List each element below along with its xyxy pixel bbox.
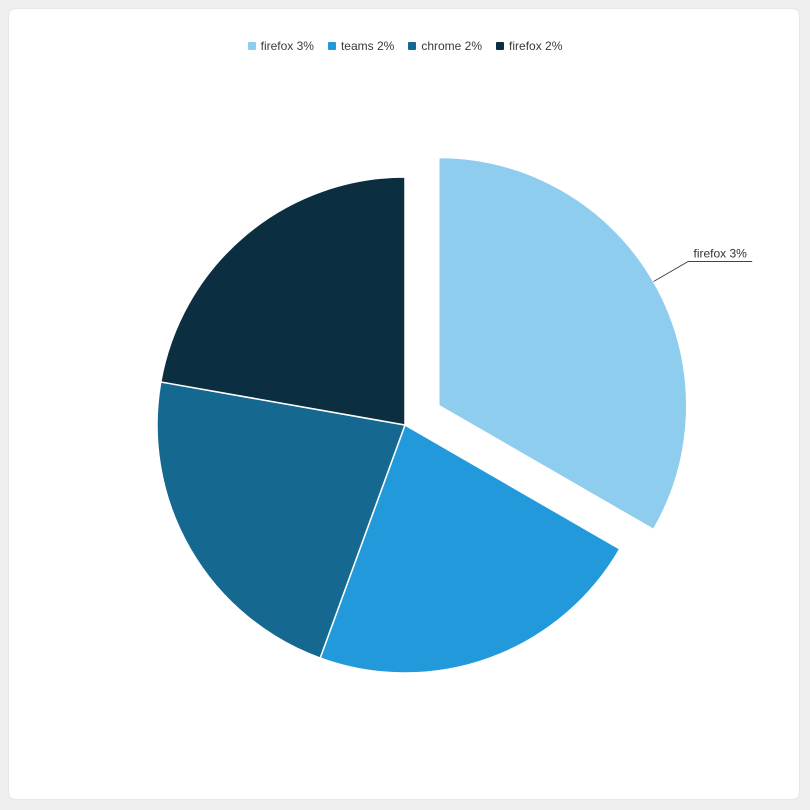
legend-item-label: firefox 3% [260, 39, 314, 53]
legend-item-label: firefox 2% [509, 39, 563, 53]
legend-swatch-icon [327, 42, 336, 50]
pie-legend: firefox 3% teams 2% chrome 2% firefox 2% [0, 39, 810, 53]
legend-item-teams-1[interactable]: teams 2% [327, 39, 395, 53]
legend-item-label: chrome 2% [421, 39, 483, 53]
callout-label: firefox 3% [694, 247, 748, 261]
legend-item-firefox-0[interactable]: firefox 3% [247, 39, 314, 53]
legend-item-label: teams 2% [340, 39, 395, 53]
callout-leader-line [653, 261, 753, 282]
legend-item-chrome-2[interactable]: chrome 2% [408, 39, 482, 53]
legend-swatch-icon [496, 42, 505, 50]
legend-item-firefox-3[interactable]: firefox 2% [496, 39, 562, 53]
pie-slice-1-teams[interactable] [319, 424, 621, 674]
legend-swatch-icon [408, 42, 417, 50]
pie-slice-0-firefox[interactable] [438, 156, 688, 531]
legend-swatch-icon [247, 42, 256, 50]
pie-slice-3-firefox[interactable] [160, 176, 406, 426]
pie-slice-2-chrome[interactable] [156, 381, 406, 659]
